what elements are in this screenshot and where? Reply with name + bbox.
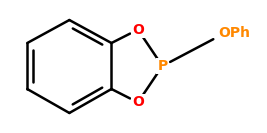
Text: P: P: [157, 59, 167, 73]
Text: O: O: [132, 23, 144, 37]
Text: OPh: OPh: [218, 26, 250, 40]
Text: O: O: [132, 95, 144, 109]
